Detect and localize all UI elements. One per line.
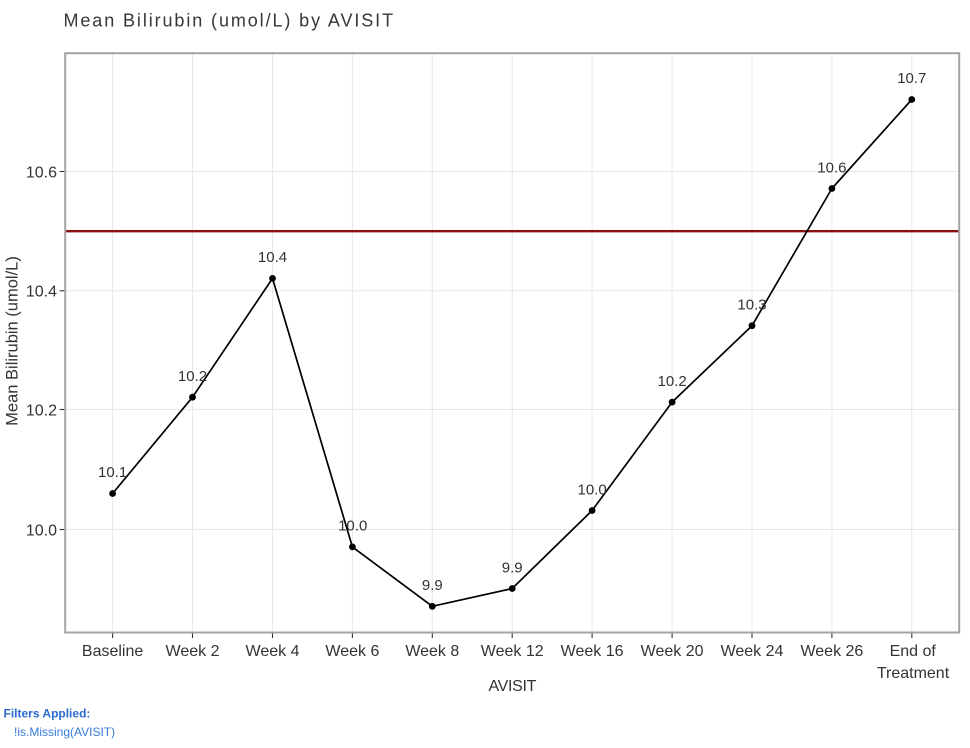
svg-text:Week 26: Week 26 <box>800 643 863 660</box>
svg-text:AVISIT: AVISIT <box>488 678 536 695</box>
svg-text:Mean Bilirubin (umol/L) by AVI: Mean Bilirubin (umol/L) by AVISIT <box>64 11 395 31</box>
svg-text:10.3: 10.3 <box>737 297 766 314</box>
svg-text:!is.Missing(AVISIT): !is.Missing(AVISIT) <box>14 725 115 739</box>
svg-text:10.7: 10.7 <box>897 70 926 87</box>
svg-text:Week 4: Week 4 <box>246 643 300 660</box>
svg-text:10.2: 10.2 <box>26 402 57 419</box>
svg-text:Week 2: Week 2 <box>166 643 220 660</box>
svg-text:Week 8: Week 8 <box>405 643 459 660</box>
svg-text:10.4: 10.4 <box>258 249 287 266</box>
svg-text:Week 24: Week 24 <box>721 643 784 660</box>
svg-text:Mean Bilirubin (umol/L): Mean Bilirubin (umol/L) <box>4 256 22 426</box>
svg-text:Treatment: Treatment <box>877 665 950 682</box>
svg-text:Week 20: Week 20 <box>641 643 704 660</box>
svg-text:10.6: 10.6 <box>26 164 57 181</box>
svg-text:Filters Applied:: Filters Applied: <box>4 706 91 720</box>
svg-text:10.4: 10.4 <box>26 284 57 301</box>
svg-text:10.0: 10.0 <box>577 481 606 498</box>
svg-text:9.9: 9.9 <box>502 559 523 576</box>
svg-text:10.0: 10.0 <box>338 518 367 535</box>
svg-text:10.6: 10.6 <box>817 159 846 176</box>
svg-text:9.9: 9.9 <box>422 577 443 594</box>
svg-text:10.2: 10.2 <box>657 373 686 390</box>
svg-text:End of: End of <box>890 643 937 660</box>
svg-text:Baseline: Baseline <box>82 643 143 660</box>
svg-text:Week 6: Week 6 <box>325 643 379 660</box>
svg-text:10.0: 10.0 <box>26 522 57 539</box>
svg-text:Week 16: Week 16 <box>561 643 624 660</box>
svg-text:10.1: 10.1 <box>98 464 127 481</box>
svg-text:Week 12: Week 12 <box>481 643 544 660</box>
svg-text:10.2: 10.2 <box>178 368 207 385</box>
